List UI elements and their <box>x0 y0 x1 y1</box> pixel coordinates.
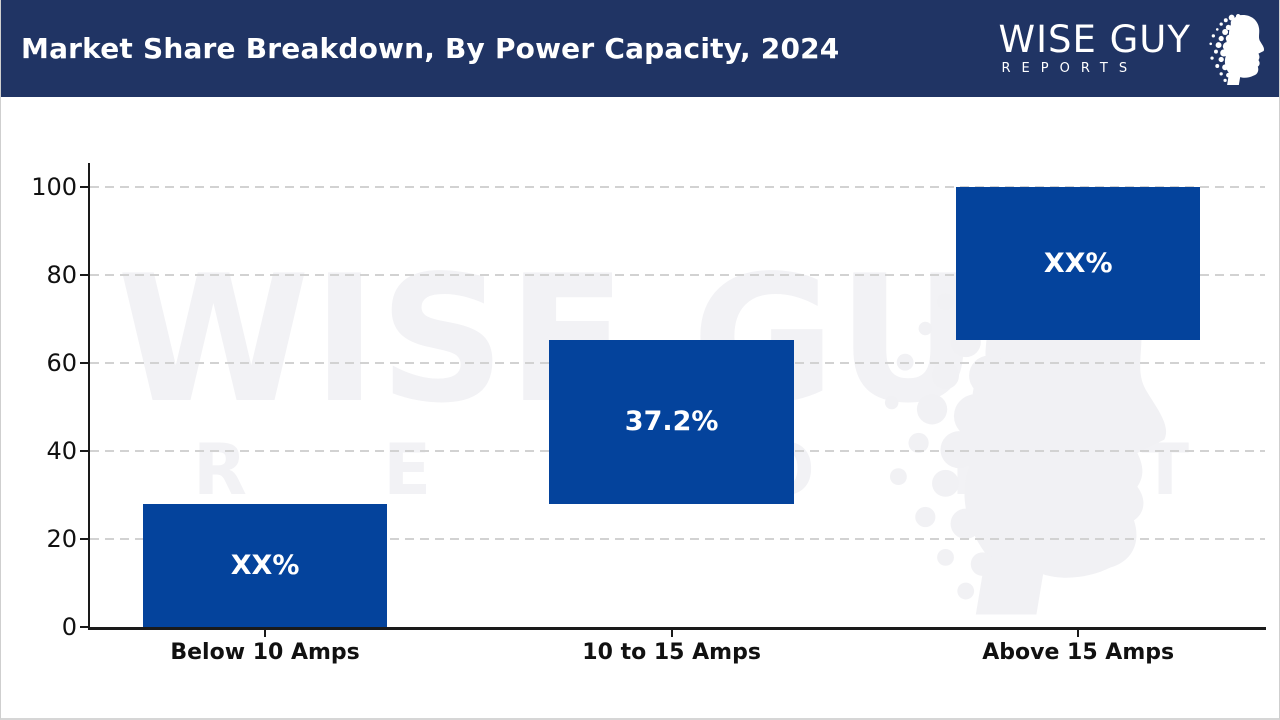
x-category-label: Above 15 Amps <box>982 640 1175 665</box>
y-tick-mark <box>80 362 88 364</box>
x-category-label: Below 10 Amps <box>170 640 360 665</box>
chart-canvas: WISE GUY R E P O R T S XX%37.2%XX% 02040… <box>1 97 1280 718</box>
y-tick-mark <box>80 450 88 452</box>
x-tick-mark <box>1077 630 1080 637</box>
bar-value-label: XX% <box>230 549 300 581</box>
y-tick-mark <box>80 626 88 628</box>
bar-3: XX% <box>955 187 1201 341</box>
header: Market Share Breakdown, By Power Capacit… <box>1 0 1279 97</box>
x-tick-mark <box>670 630 673 637</box>
wise-guy-logo: WISE GUY REPORTS <box>999 12 1265 86</box>
logo-text: WISE GUY REPORTS <box>999 21 1191 76</box>
bar-2: 37.2% <box>549 340 794 504</box>
x-tick-mark <box>264 630 267 637</box>
y-tick-label: 20 <box>46 525 77 553</box>
y-tick-label: 60 <box>46 349 77 377</box>
bar-value-label: 37.2% <box>624 406 719 438</box>
bar-1: XX% <box>142 503 388 627</box>
y-tick-label: 40 <box>46 437 77 465</box>
chart-title: Market Share Breakdown, By Power Capacit… <box>21 32 840 65</box>
y-axis-line <box>88 163 90 627</box>
y-tick-mark <box>80 186 88 188</box>
y-tick-mark <box>80 274 88 276</box>
gridline-20 <box>90 538 1265 540</box>
logo-wordmark: WISE GUY <box>998 18 1191 61</box>
logo-head-icon <box>1197 12 1265 86</box>
y-tick-label: 100 <box>31 173 77 201</box>
x-axis-line <box>88 627 1266 630</box>
bar-value-label: XX% <box>1043 248 1113 280</box>
y-tick-label: 80 <box>46 261 77 289</box>
gridline-100 <box>90 186 1265 188</box>
logo-subtitle: REPORTS <box>1001 61 1139 76</box>
y-tick-label: 0 <box>61 613 77 641</box>
plot-area: XX% 37.2% XX% <box>90 165 1265 627</box>
gridline-80 <box>90 274 1265 276</box>
x-category-label: 10 to 15 Amps <box>582 640 761 665</box>
y-tick-mark <box>80 538 88 540</box>
